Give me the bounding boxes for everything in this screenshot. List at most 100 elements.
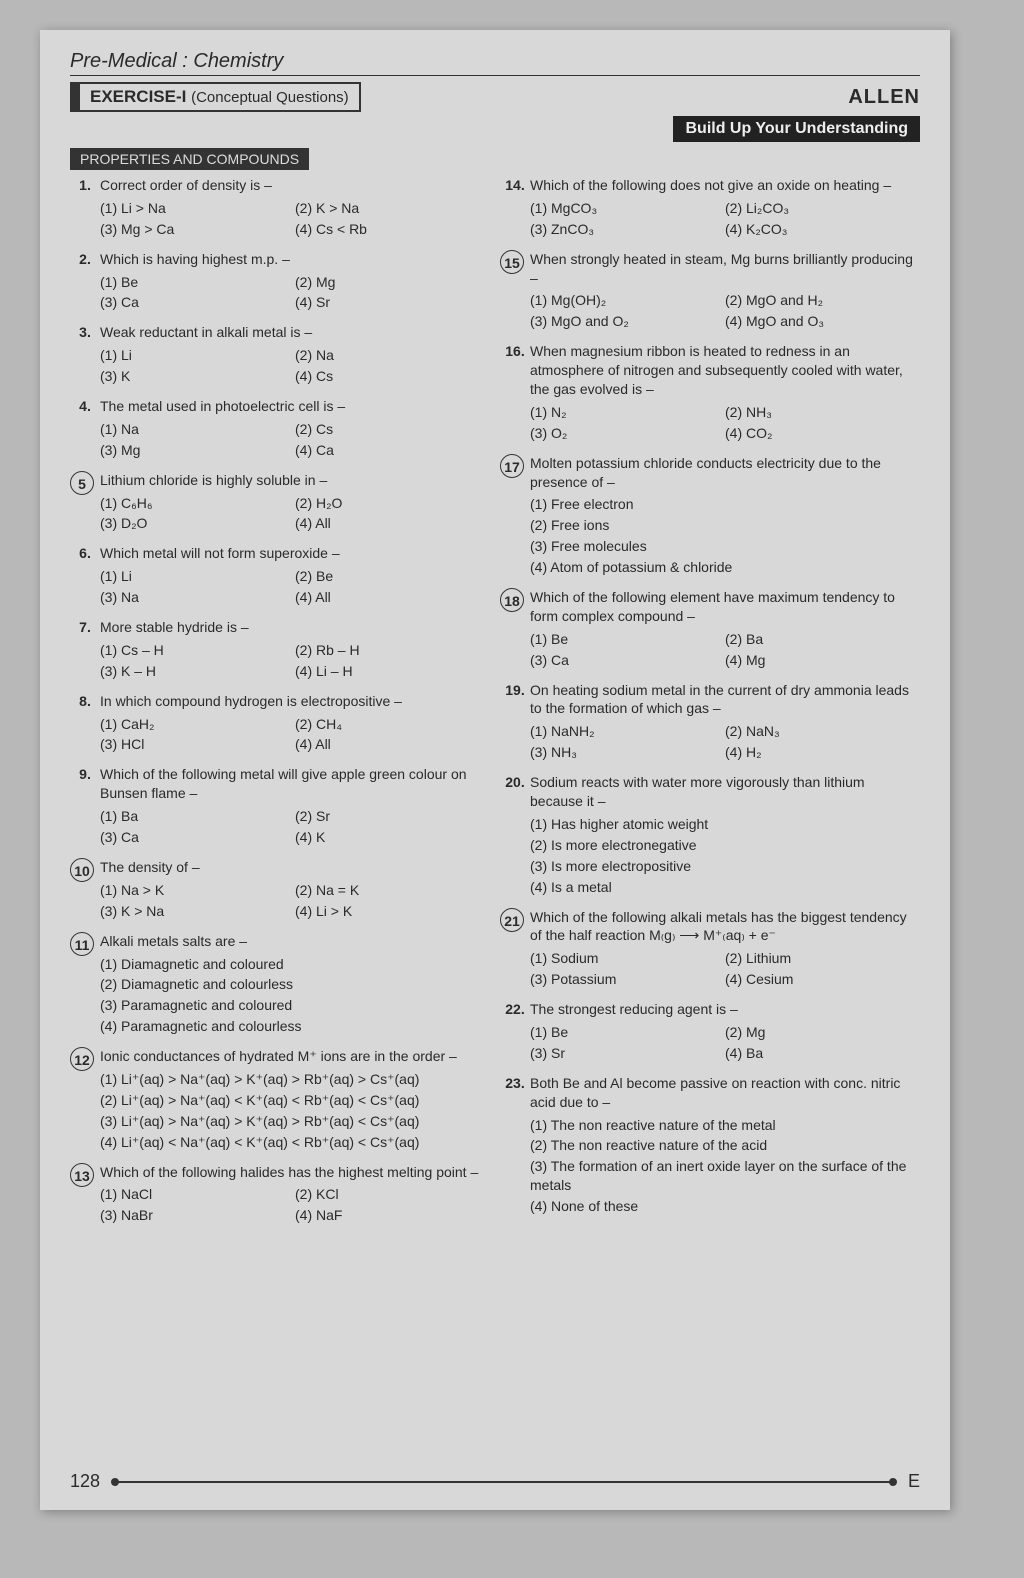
question-number: 12 xyxy=(70,1047,94,1071)
question-stem: Weak reductant in alkali metal is – xyxy=(100,323,490,342)
options: (1) Cs – H(2) Rb – H(3) K – H(4) Li – H xyxy=(100,640,490,682)
question: 20.Sodium reacts with water more vigorou… xyxy=(500,773,920,897)
option: (4) H₂ xyxy=(725,742,920,763)
options: (1) Mg(OH)₂(2) MgO and H₂(3) MgO and O₂(… xyxy=(530,290,920,332)
option: (2) The non reactive nature of the acid xyxy=(530,1135,920,1156)
option: (2) MgO and H₂ xyxy=(725,290,920,311)
question-number: 7. xyxy=(70,618,100,682)
question: 2.Which is having highest m.p. –(1) Be(2… xyxy=(70,250,490,314)
option: (3) Li⁺(aq) > Na⁺(aq) > K⁺(aq) > Rb⁺(aq)… xyxy=(100,1111,490,1132)
question-body: When strongly heated in steam, Mg burns … xyxy=(530,250,920,333)
options: (1) The non reactive nature of the metal… xyxy=(530,1115,920,1217)
option: (3) K – H xyxy=(100,661,295,682)
options: (1) Na > K(2) Na = K(3) K > Na(4) Li > K xyxy=(100,880,490,922)
question-body: Which of the following element have maxi… xyxy=(530,588,920,671)
option: (3) D₂O xyxy=(100,513,295,534)
question-number: 15 xyxy=(500,250,524,274)
right-column: 14.Which of the following does not give … xyxy=(500,176,920,1236)
options: (1) Free electron(2) Free ions(3) Free m… xyxy=(530,494,920,578)
options: (1) Ba(2) Sr(3) Ca(4) K xyxy=(100,806,490,848)
question-number: 22. xyxy=(500,1000,530,1064)
question-stem: Molten potassium chloride conducts elect… xyxy=(530,454,920,492)
question-number: 17 xyxy=(500,454,524,478)
question: 17Molten potassium chloride conducts ele… xyxy=(500,454,920,578)
question-body: Lithium chloride is highly soluble in –(… xyxy=(100,471,490,535)
question-stem: Which of the following halides has the h… xyxy=(100,1163,490,1182)
option: (1) N₂ xyxy=(530,402,725,423)
options: (1) Li(2) Na(3) K(4) Cs xyxy=(100,345,490,387)
option: (4) Li > K xyxy=(295,901,490,922)
option: (3) NH₃ xyxy=(530,742,725,763)
left-column: 1.Correct order of density is –(1) Li > … xyxy=(70,176,490,1236)
option: (1) Ba xyxy=(100,806,295,827)
option: (3) Na xyxy=(100,587,295,608)
options: (1) NaCl(2) KCl(3) NaBr(4) NaF xyxy=(100,1184,490,1226)
option: (1) Na xyxy=(100,419,295,440)
option: (1) Li xyxy=(100,345,295,366)
question: 9.Which of the following metal will give… xyxy=(70,765,490,848)
option: (2) Li⁺(aq) > Na⁺(aq) < K⁺(aq) < Rb⁺(aq)… xyxy=(100,1090,490,1111)
options: (1) Li(2) Be(3) Na(4) All xyxy=(100,566,490,608)
options: (1) Li > Na(2) K > Na(3) Mg > Ca(4) Cs <… xyxy=(100,198,490,240)
option: (1) Na > K xyxy=(100,880,295,901)
question-body: Molten potassium chloride conducts elect… xyxy=(530,454,920,578)
question: 11Alkali metals salts are –(1) Diamagnet… xyxy=(70,932,490,1037)
option: (3) NaBr xyxy=(100,1205,295,1226)
question-stem: Alkali metals salts are – xyxy=(100,932,490,951)
question-body: Which of the following alkali metals has… xyxy=(530,908,920,991)
question-stem: Both Be and Al become passive on reactio… xyxy=(530,1074,920,1112)
section-bar: PROPERTIES AND COMPOUNDS xyxy=(70,148,309,170)
option: (3) Ca xyxy=(530,650,725,671)
question-number: 4. xyxy=(70,397,100,461)
option: (2) Cs xyxy=(295,419,490,440)
option: (2) Na xyxy=(295,345,490,366)
question: 1.Correct order of density is –(1) Li > … xyxy=(70,176,490,240)
option: (4) All xyxy=(295,734,490,755)
option: (2) Sr xyxy=(295,806,490,827)
option: (1) CaH₂ xyxy=(100,714,295,735)
question-stem: Which of the following element have maxi… xyxy=(530,588,920,626)
option: (1) Li xyxy=(100,566,295,587)
page-letter: E xyxy=(908,1471,920,1492)
footer-divider xyxy=(115,1481,893,1483)
option: (2) NH₃ xyxy=(725,402,920,423)
option: (4) Paramagnetic and colourless xyxy=(100,1016,490,1037)
question-number: 14. xyxy=(500,176,530,240)
option: (3) Mg xyxy=(100,440,295,461)
question-number: 11 xyxy=(70,932,94,956)
option: (2) Free ions xyxy=(530,515,920,536)
option: (3) K > Na xyxy=(100,901,295,922)
option: (3) The formation of an inert oxide laye… xyxy=(530,1156,920,1196)
question: 15When strongly heated in steam, Mg burn… xyxy=(500,250,920,333)
exercise-sub: (Conceptual Questions) xyxy=(191,89,349,106)
build-box: Build Up Your Understanding xyxy=(673,116,920,142)
question-body: When magnesium ribbon is heated to redne… xyxy=(530,342,920,443)
question-number: 1. xyxy=(70,176,100,240)
options: (1) Has higher atomic weight(2) Is more … xyxy=(530,814,920,898)
option: (4) Mg xyxy=(725,650,920,671)
option: (1) Be xyxy=(100,272,295,293)
option: (3) Paramagnetic and coloured xyxy=(100,995,490,1016)
option: (3) MgO and O₂ xyxy=(530,311,725,332)
option: (2) NaN₃ xyxy=(725,721,920,742)
question: 3.Weak reductant in alkali metal is –(1)… xyxy=(70,323,490,387)
question-body: Weak reductant in alkali metal is – (1) L… xyxy=(100,323,490,387)
page-number: 128 xyxy=(70,1471,100,1492)
option: (2) K > Na xyxy=(295,198,490,219)
option: (4) Sr xyxy=(295,292,490,313)
option: (4) All xyxy=(295,587,490,608)
exercise-box: EXERCISE-I (Conceptual Questions) xyxy=(70,82,361,112)
option: (3) Mg > Ca xyxy=(100,219,295,240)
option: (3) O₂ xyxy=(530,423,725,444)
option: (4) Cesium xyxy=(725,969,920,990)
option: (2) Ba xyxy=(725,629,920,650)
options: (1) Na(2) Cs(3) Mg(4) Ca xyxy=(100,419,490,461)
brand-label: ALLEN xyxy=(848,86,920,109)
options: (1) Be(2) Mg(3) Ca(4) Sr xyxy=(100,272,490,314)
question-body: Which of the following halides has the h… xyxy=(100,1163,490,1227)
option: (1) Sodium xyxy=(530,948,725,969)
question-number: 13 xyxy=(70,1163,94,1187)
question: 6.Which metal will not form superoxide –… xyxy=(70,544,490,608)
question-stem: When magnesium ribbon is heated to redne… xyxy=(530,342,920,399)
option: (2) H₂O xyxy=(295,493,490,514)
